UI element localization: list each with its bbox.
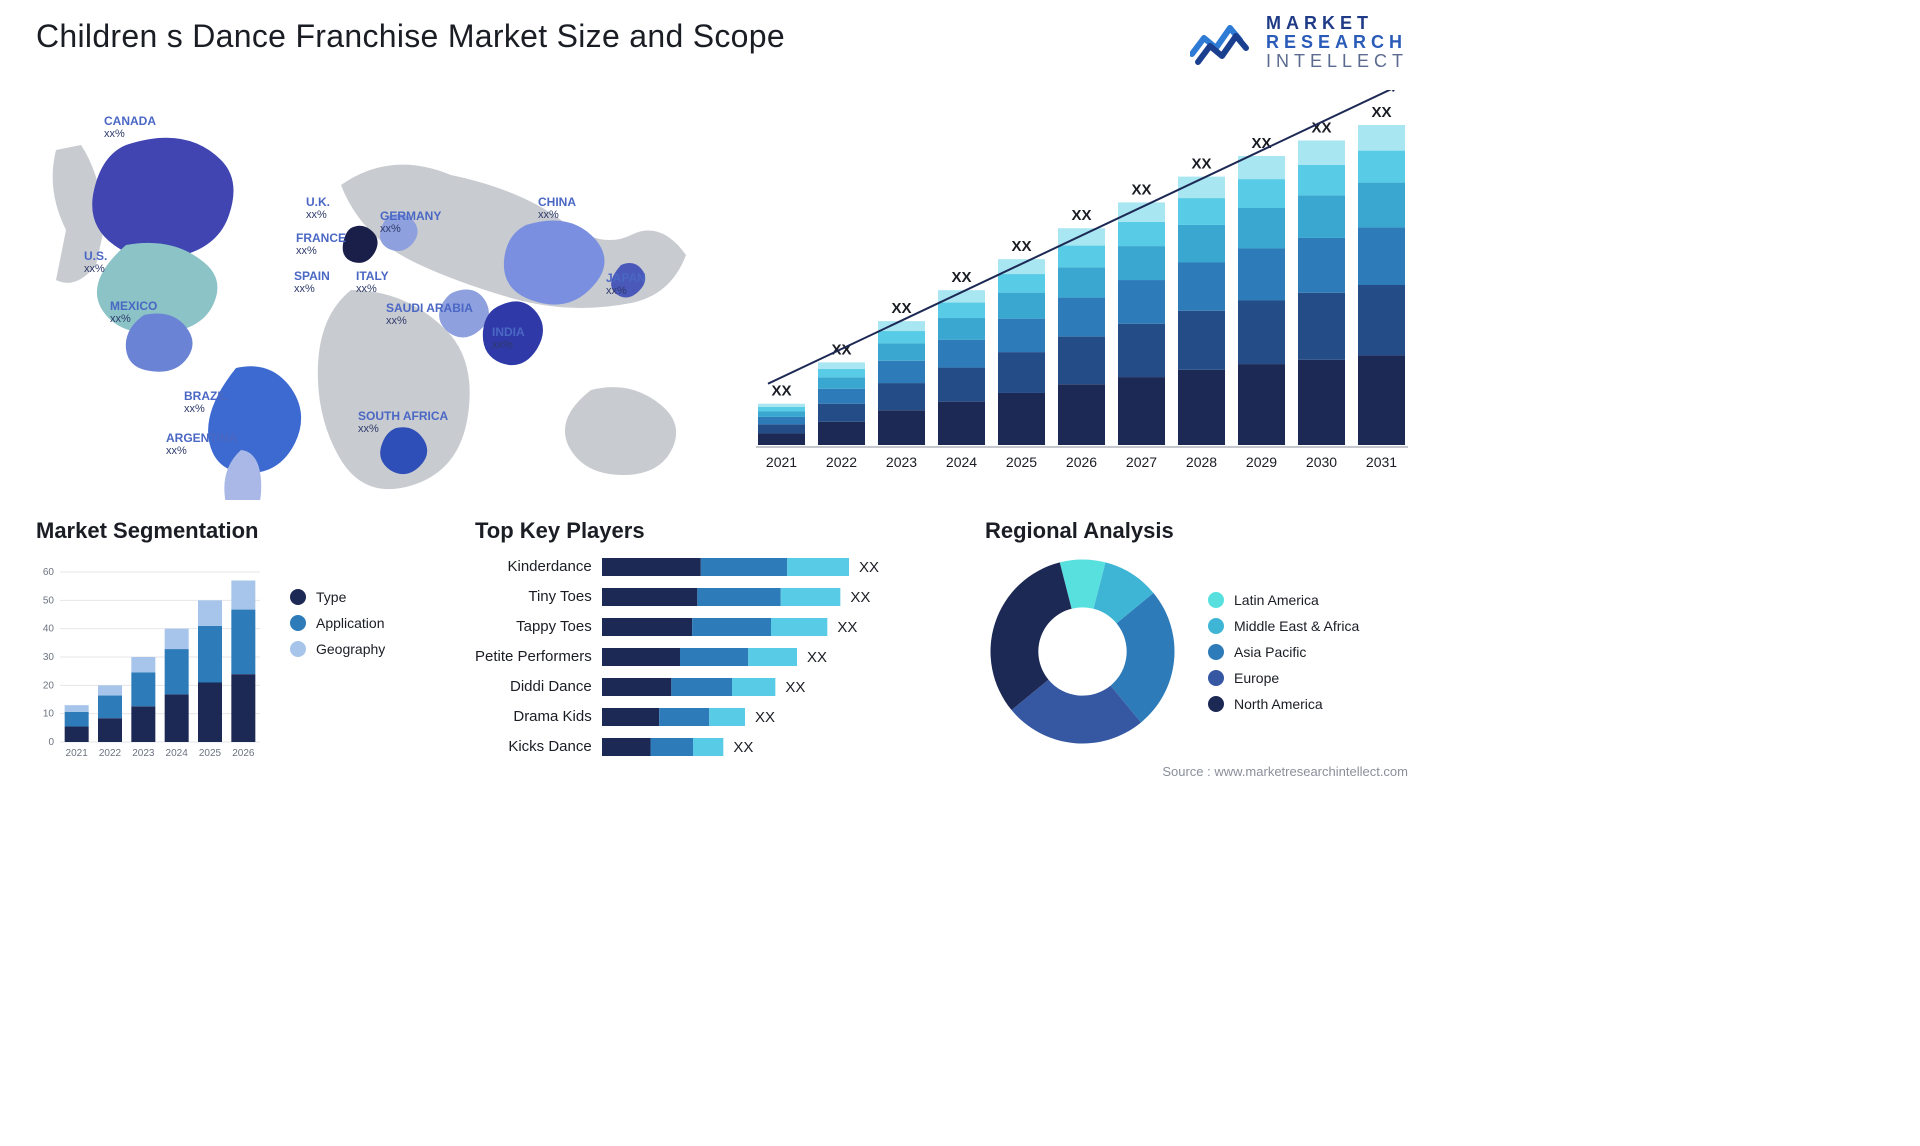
svg-text:2026: 2026 bbox=[232, 748, 255, 759]
legend-item: Europe bbox=[1208, 670, 1359, 686]
regional-legend: Latin America Middle East & Africa Asia Pa… bbox=[1208, 592, 1359, 712]
legend-item: Type bbox=[290, 589, 385, 605]
svg-text:XX: XX bbox=[733, 739, 753, 756]
svg-text:2022: 2022 bbox=[826, 454, 857, 470]
legend-item: Middle East & Africa bbox=[1208, 618, 1359, 634]
map-label: JAPANxx% bbox=[606, 272, 646, 297]
players-title: Top Key Players bbox=[475, 518, 960, 544]
svg-text:2024: 2024 bbox=[946, 454, 977, 470]
player-name: Diddi Dance bbox=[510, 678, 592, 696]
svg-text:XX: XX bbox=[1071, 207, 1091, 224]
svg-text:XX: XX bbox=[850, 589, 870, 606]
legend-item: Latin America bbox=[1208, 592, 1359, 608]
map-label: CANADAxx% bbox=[104, 115, 156, 140]
svg-text:20: 20 bbox=[43, 680, 55, 691]
svg-text:XX: XX bbox=[1371, 104, 1391, 121]
svg-text:2028: 2028 bbox=[1186, 454, 1217, 470]
svg-text:2021: 2021 bbox=[766, 454, 797, 470]
svg-text:XX: XX bbox=[859, 559, 879, 576]
svg-text:XX: XX bbox=[807, 649, 827, 666]
svg-text:2024: 2024 bbox=[166, 748, 189, 759]
svg-text:XX: XX bbox=[755, 709, 775, 726]
svg-text:2022: 2022 bbox=[99, 748, 122, 759]
brand-logo: MARKET RESEARCH INTELLECT bbox=[1190, 14, 1408, 71]
player-name: Drama Kids bbox=[513, 708, 591, 726]
svg-text:XX: XX bbox=[771, 383, 791, 400]
map-label: U.K.xx% bbox=[306, 196, 330, 221]
svg-text:0: 0 bbox=[48, 737, 54, 748]
map-label: INDIAxx% bbox=[492, 326, 525, 351]
map-label: SOUTH AFRICAxx% bbox=[358, 410, 448, 435]
svg-text:2023: 2023 bbox=[886, 454, 917, 470]
logo-text-1: MARKET bbox=[1266, 14, 1408, 33]
players-chart: XXXXXXXXXXXXXX bbox=[602, 554, 912, 764]
segmentation-panel: Market Segmentation 0 10 20 30 40 50 60 2021 202… bbox=[36, 518, 446, 759]
svg-text:30: 30 bbox=[43, 652, 55, 663]
page-title: Children s Dance Franchise Market Size a… bbox=[36, 18, 785, 55]
svg-text:XX: XX bbox=[1191, 156, 1211, 173]
map-label: U.S.xx% bbox=[84, 250, 107, 275]
segmentation-chart: 0 10 20 30 40 50 60 2021 2022 2023 2024 2025 2026 bbox=[36, 554, 266, 759]
map-label: MEXICOxx% bbox=[110, 300, 157, 325]
svg-text:2021: 2021 bbox=[66, 748, 89, 759]
world-map-panel: CANADAxx% U.S.xx% MEXICOxx% BRAZILxx% ARGENT… bbox=[36, 90, 716, 500]
svg-text:XX: XX bbox=[1011, 238, 1031, 255]
main-forecast-chart: XX 2021 XX 2022 XX 2023 XX 2024 XX 2025 XX 2026 XX 20… bbox=[756, 90, 1408, 490]
players-name-column: Kinderdance Tiny Toes Tappy Toes Petite Per… bbox=[475, 558, 592, 764]
svg-text:2030: 2030 bbox=[1306, 454, 1337, 470]
map-label: SAUDI ARABIAxx% bbox=[386, 302, 473, 327]
svg-text:XX: XX bbox=[891, 300, 911, 317]
map-label: ARGENTINAxx% bbox=[166, 432, 237, 457]
svg-text:2023: 2023 bbox=[132, 748, 155, 759]
svg-text:XX: XX bbox=[837, 619, 857, 636]
svg-text:10: 10 bbox=[43, 709, 55, 720]
regional-panel: Regional Analysis Latin America Middle Ea… bbox=[985, 518, 1405, 749]
segmentation-legend: Type Application Geography bbox=[290, 589, 385, 759]
logo-text-3: INTELLECT bbox=[1266, 52, 1408, 71]
legend-item: Geography bbox=[290, 641, 385, 657]
svg-text:XX: XX bbox=[785, 679, 805, 696]
regional-donut-chart bbox=[985, 554, 1180, 749]
svg-text:XX: XX bbox=[1131, 181, 1151, 198]
svg-text:2026: 2026 bbox=[1066, 454, 1097, 470]
legend-item: Application bbox=[290, 615, 385, 631]
regional-title: Regional Analysis bbox=[985, 518, 1405, 544]
segmentation-title: Market Segmentation bbox=[36, 518, 446, 544]
map-label: CHINAxx% bbox=[538, 196, 576, 221]
map-label: BRAZILxx% bbox=[184, 390, 228, 415]
legend-item: Asia Pacific bbox=[1208, 644, 1359, 660]
svg-text:2025: 2025 bbox=[1006, 454, 1037, 470]
svg-text:XX: XX bbox=[951, 269, 971, 286]
player-name: Petite Performers bbox=[475, 648, 592, 666]
source-footnote: Source : www.marketresearchintellect.com bbox=[1162, 764, 1408, 779]
player-name: Kicks Dance bbox=[508, 738, 591, 756]
logo-text-2: RESEARCH bbox=[1266, 33, 1408, 52]
player-name: Kinderdance bbox=[507, 558, 591, 576]
player-name: Tappy Toes bbox=[516, 618, 592, 636]
legend-item: North America bbox=[1208, 696, 1359, 712]
svg-text:40: 40 bbox=[43, 624, 55, 635]
map-label: ITALYxx% bbox=[356, 270, 389, 295]
svg-text:60: 60 bbox=[43, 567, 55, 578]
svg-text:50: 50 bbox=[43, 595, 55, 606]
players-panel: Top Key Players Kinderdance Tiny Toes Tapp… bbox=[475, 518, 960, 764]
svg-text:2027: 2027 bbox=[1126, 454, 1157, 470]
svg-text:2029: 2029 bbox=[1246, 454, 1277, 470]
svg-text:2025: 2025 bbox=[199, 748, 222, 759]
map-label: SPAINxx% bbox=[294, 270, 330, 295]
svg-text:2031: 2031 bbox=[1366, 454, 1397, 470]
player-name: Tiny Toes bbox=[528, 588, 591, 606]
logo-mark-icon bbox=[1190, 18, 1252, 66]
map-label: GERMANYxx% bbox=[380, 210, 441, 235]
map-label: FRANCExx% bbox=[296, 232, 346, 257]
